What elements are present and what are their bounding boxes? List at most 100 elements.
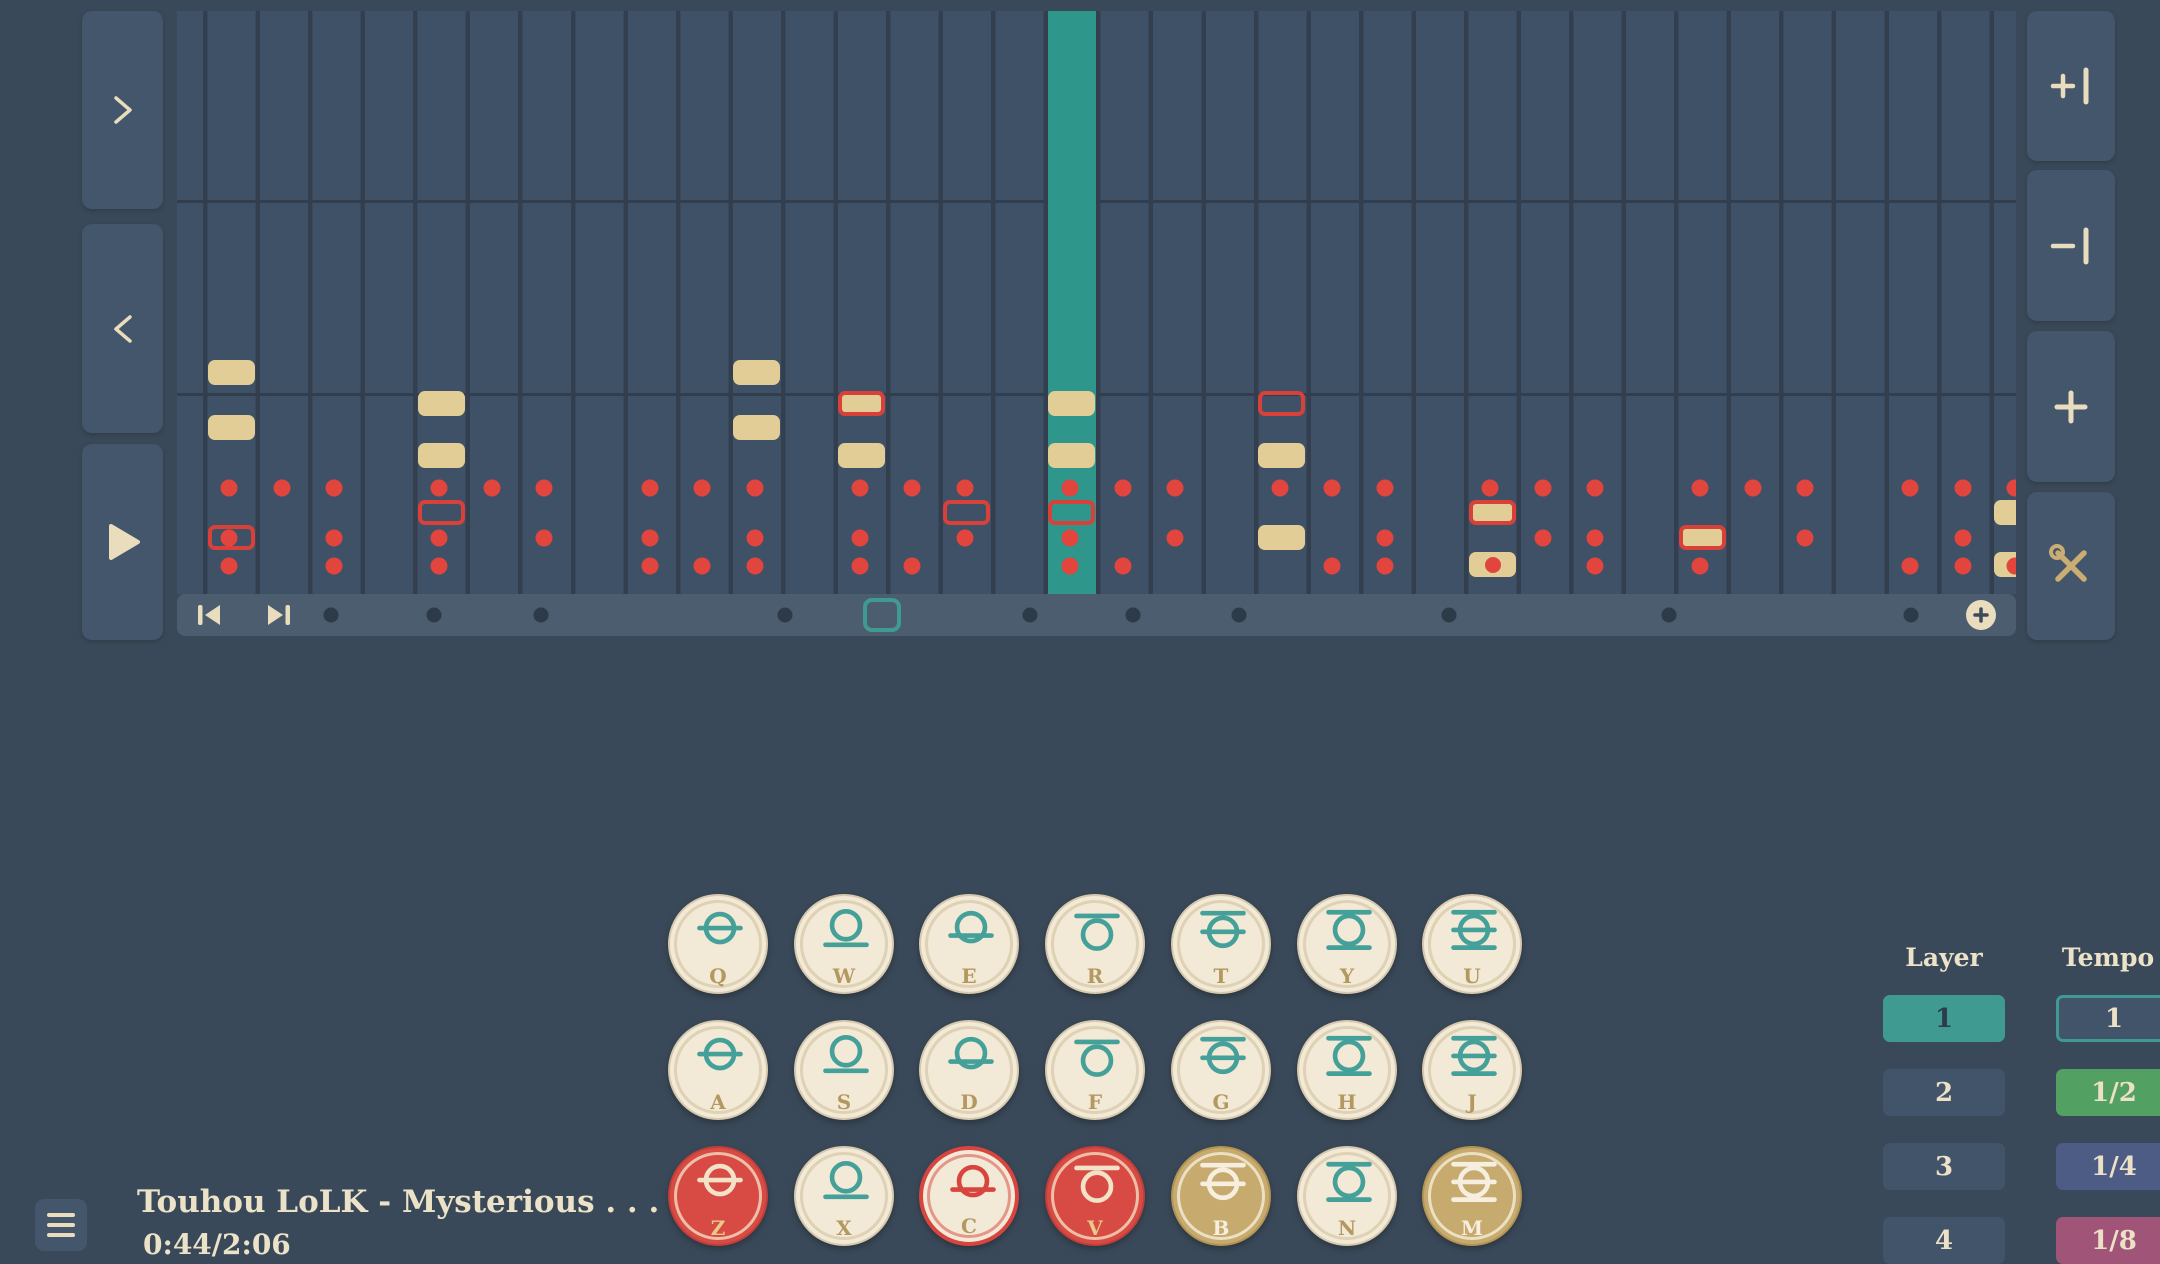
beat-dot[interactable] [220, 479, 238, 497]
beat-dot[interactable] [430, 479, 448, 497]
beat-dot[interactable] [1954, 557, 1972, 575]
tempo-option-1-2[interactable]: 1/2 [2056, 1069, 2160, 1116]
beat-dot[interactable] [1481, 479, 1499, 497]
key-M[interactable]: M [1422, 1146, 1522, 1246]
scroll-back-button[interactable] [82, 224, 163, 433]
layer-option-4[interactable]: 4 [1883, 1217, 2005, 1264]
timeline-dot[interactable] [1903, 607, 1919, 623]
beat-dot[interactable] [1376, 529, 1394, 547]
layer-option-2[interactable]: 2 [1883, 1069, 2005, 1116]
sequencer-note-hollow[interactable] [1048, 500, 1095, 525]
beat-dot[interactable] [1586, 529, 1604, 547]
beat-dot[interactable] [535, 479, 553, 497]
beat-dot[interactable] [1166, 529, 1184, 547]
beat-dot[interactable] [483, 479, 501, 497]
timeline-dot[interactable] [1441, 607, 1457, 623]
beat-dot[interactable] [956, 479, 974, 497]
skip-to-end-button[interactable] [257, 599, 301, 631]
timeline-dot[interactable] [1661, 607, 1677, 623]
key-S[interactable]: S [794, 1020, 894, 1120]
sequencer-note-tan-red[interactable] [838, 391, 885, 416]
menu-button[interactable] [35, 1199, 87, 1251]
sequencer-note-hollow[interactable] [208, 525, 255, 550]
key-W[interactable]: W [794, 894, 894, 994]
tempo-option-1-4[interactable]: 1/4 [2056, 1143, 2160, 1190]
sequencer-note-hollow[interactable] [943, 500, 990, 525]
beat-dot[interactable] [851, 479, 869, 497]
beat-dot[interactable] [903, 479, 921, 497]
remove-column-button[interactable] [2027, 170, 2115, 321]
beat-dot[interactable] [956, 529, 974, 547]
timeline-dot[interactable] [777, 607, 793, 623]
key-Y[interactable]: Y [1297, 894, 1397, 994]
sequencer-note-tan[interactable] [838, 443, 885, 468]
layer-option-1[interactable]: 1 [1883, 995, 2005, 1042]
beat-dot[interactable] [746, 529, 764, 547]
sequencer-note-tan[interactable] [1994, 500, 2016, 525]
timeline-dot[interactable] [426, 607, 442, 623]
beat-dot[interactable] [220, 557, 238, 575]
sequencer-note-tan[interactable] [733, 415, 780, 440]
sequencer-note-hollow[interactable] [1258, 391, 1305, 416]
key-G[interactable]: G [1171, 1020, 1271, 1120]
beat-dot[interactable] [2006, 479, 2016, 497]
beat-dot[interactable] [325, 479, 343, 497]
play-button[interactable] [82, 444, 163, 640]
beat-dot[interactable] [1586, 557, 1604, 575]
sequencer-note-tan-dot[interactable] [1469, 552, 1516, 577]
beat-dot[interactable] [1534, 479, 1552, 497]
timeline-add-button[interactable] [1966, 600, 1996, 630]
beat-dot[interactable] [1586, 479, 1604, 497]
add-column-button[interactable] [2027, 11, 2115, 161]
scroll-forward-button[interactable] [82, 11, 163, 209]
sequencer-note-tan[interactable] [418, 391, 465, 416]
key-X[interactable]: X [794, 1146, 894, 1246]
beat-dot[interactable] [1376, 557, 1394, 575]
beat-dot[interactable] [1744, 479, 1762, 497]
beat-dot[interactable] [220, 529, 238, 547]
key-F[interactable]: F [1045, 1020, 1145, 1120]
beat-dot[interactable] [1691, 479, 1709, 497]
beat-dot[interactable] [430, 557, 448, 575]
key-R[interactable]: R [1045, 894, 1145, 994]
beat-dot[interactable] [1796, 529, 1814, 547]
beat-dot[interactable] [1114, 557, 1132, 575]
beat-dot[interactable] [641, 479, 659, 497]
sequencer-note-tan-red[interactable] [1679, 525, 1726, 550]
beat-dot[interactable] [1954, 529, 1972, 547]
beat-dot[interactable] [273, 479, 291, 497]
beat-dot[interactable] [903, 557, 921, 575]
sequencer-note-tan-red[interactable] [1469, 500, 1516, 525]
beat-dot[interactable] [641, 529, 659, 547]
key-H[interactable]: H [1297, 1020, 1397, 1120]
timeline-bar[interactable] [177, 594, 2016, 636]
beat-dot[interactable] [1323, 479, 1341, 497]
add-button[interactable] [2027, 331, 2115, 482]
beat-dot[interactable] [325, 529, 343, 547]
key-A[interactable]: A [668, 1020, 768, 1120]
timeline-dot[interactable] [323, 607, 339, 623]
beat-dot[interactable] [1061, 557, 1079, 575]
beat-dot[interactable] [1534, 529, 1552, 547]
tools-button[interactable] [2027, 492, 2115, 640]
beat-dot[interactable] [693, 479, 711, 497]
beat-dot[interactable] [1061, 479, 1079, 497]
beat-dot[interactable] [746, 557, 764, 575]
timeline-position-marker[interactable] [863, 598, 901, 632]
key-E[interactable]: E [919, 894, 1019, 994]
key-N[interactable]: N [1297, 1146, 1397, 1246]
beat-dot[interactable] [1323, 557, 1341, 575]
beat-dot[interactable] [1691, 557, 1709, 575]
key-B[interactable]: B [1171, 1146, 1271, 1246]
sequencer-note-tan[interactable] [1048, 443, 1095, 468]
beat-dot[interactable] [1901, 479, 1919, 497]
key-J[interactable]: J [1422, 1020, 1522, 1120]
sequencer-note-tan[interactable] [733, 360, 780, 385]
beat-dot[interactable] [641, 557, 659, 575]
beat-dot[interactable] [851, 557, 869, 575]
beat-dot[interactable] [2006, 557, 2016, 575]
key-V[interactable]: V [1045, 1146, 1145, 1246]
timeline-dot[interactable] [533, 607, 549, 623]
key-T[interactable]: T [1171, 894, 1271, 994]
beat-dot[interactable] [1796, 479, 1814, 497]
